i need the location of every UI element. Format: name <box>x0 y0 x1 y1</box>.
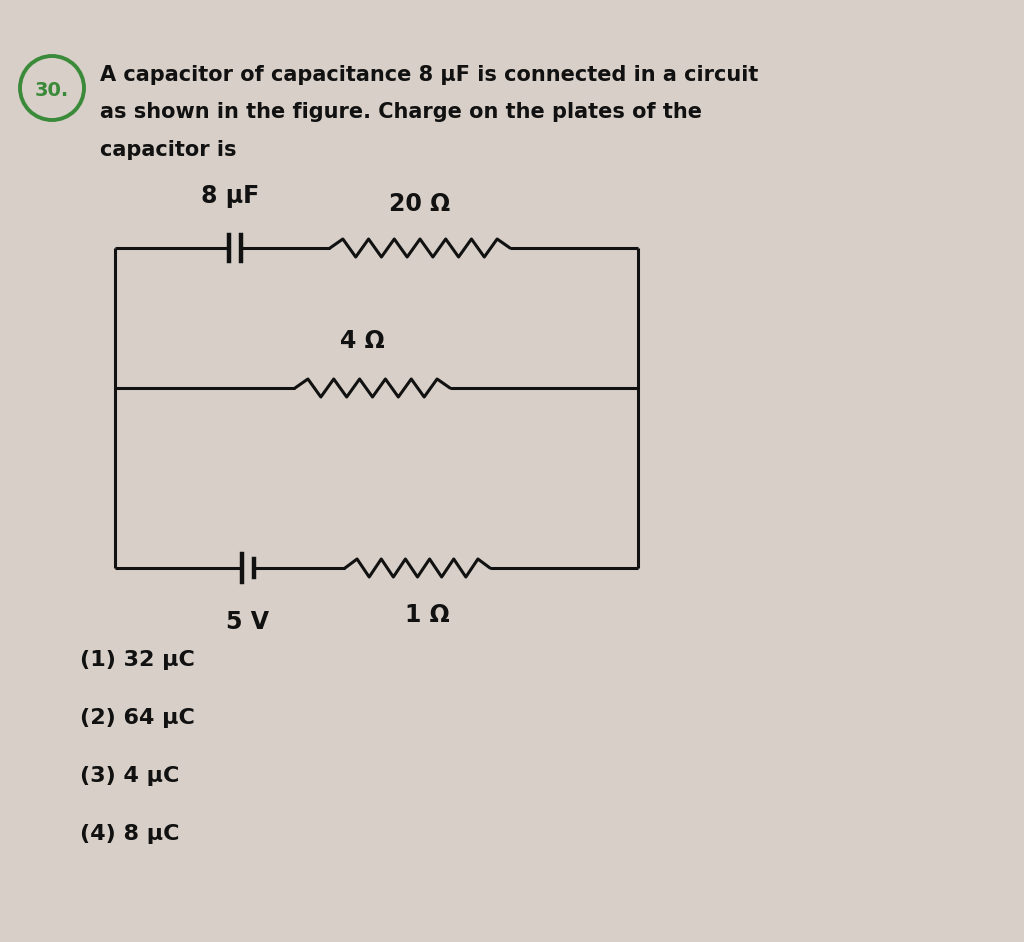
Text: 30.: 30. <box>35 80 70 100</box>
Text: A capacitor of capacitance 8 μF is connected in a circuit: A capacitor of capacitance 8 μF is conne… <box>100 65 759 85</box>
Text: 8 μF: 8 μF <box>201 184 259 208</box>
Text: 20 Ω: 20 Ω <box>389 192 451 216</box>
Text: 4 Ω: 4 Ω <box>340 329 385 353</box>
Text: (3) 4 μC: (3) 4 μC <box>80 766 179 786</box>
Text: (1) 32 μC: (1) 32 μC <box>80 650 195 670</box>
Text: as shown in the figure. Charge on the plates of the: as shown in the figure. Charge on the pl… <box>100 102 702 122</box>
Text: 5 V: 5 V <box>226 610 269 634</box>
Text: capacitor is: capacitor is <box>100 140 237 160</box>
Text: 1 Ω: 1 Ω <box>406 603 450 627</box>
Text: (2) 64 μC: (2) 64 μC <box>80 708 195 728</box>
Text: (4) 8 μC: (4) 8 μC <box>80 824 179 844</box>
